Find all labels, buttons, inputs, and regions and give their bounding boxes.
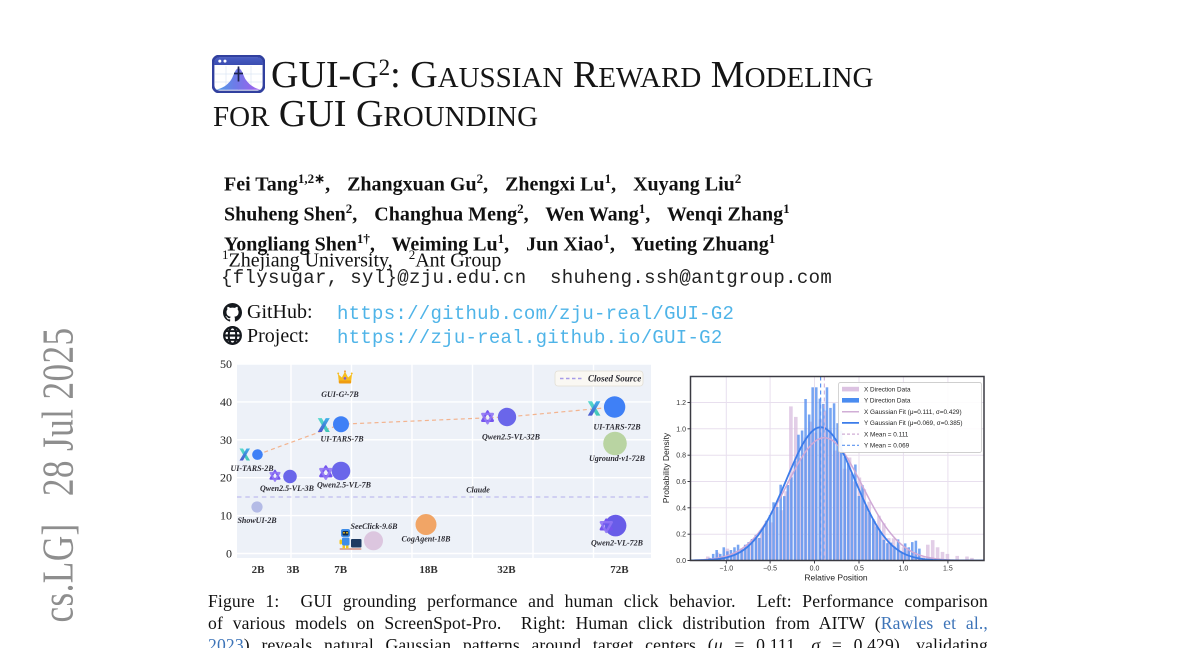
svg-text:0.6: 0.6 <box>676 479 686 486</box>
svg-text:0.8: 0.8 <box>676 453 686 460</box>
svg-text:−1.0: −1.0 <box>719 566 733 573</box>
svg-text:0.4: 0.4 <box>676 505 686 512</box>
svg-text:32B: 32B <box>497 564 516 576</box>
svg-text:0.0: 0.0 <box>676 558 686 565</box>
svg-text:1.0: 1.0 <box>899 566 909 573</box>
svg-text:0.0: 0.0 <box>810 566 820 573</box>
svg-text:Y Gaussian Fit (μ=0.069, σ=0.3: Y Gaussian Fit (μ=0.069, σ=0.385) <box>864 420 962 427</box>
svg-text:Relative Position: Relative Position <box>804 573 868 583</box>
svg-text:X Direction Data: X Direction Data <box>864 387 911 394</box>
svg-text:3B: 3B <box>287 564 301 576</box>
svg-text:UI-TARS-7B: UI-TARS-7B <box>320 435 364 444</box>
svg-text:18B: 18B <box>419 564 438 576</box>
svg-text:Y Mean = 0.069: Y Mean = 0.069 <box>864 443 910 450</box>
svg-text:20: 20 <box>220 471 232 485</box>
svg-text:UI-TARS-2B: UI-TARS-2B <box>230 464 274 473</box>
svg-text:Qwen2-VL-72B: Qwen2-VL-72B <box>591 539 644 548</box>
svg-text:72B: 72B <box>610 564 629 576</box>
svg-text:1.5: 1.5 <box>943 566 953 573</box>
svg-text:Qwen2.5-VL-32B: Qwen2.5-VL-32B <box>482 432 541 441</box>
svg-text:SeeClick-9.6B: SeeClick-9.6B <box>351 522 399 531</box>
svg-text:Qwen2.5-VL-7B: Qwen2.5-VL-7B <box>317 480 372 489</box>
svg-text:CogAgent-18B: CogAgent-18B <box>402 535 452 544</box>
svg-text:X Mean = 0.111: X Mean = 0.111 <box>864 431 909 438</box>
svg-text:0.5: 0.5 <box>854 566 864 573</box>
svg-text:Uground-v1-72B: Uground-v1-72B <box>589 454 646 463</box>
svg-text:Qwen2.5-VL-3B: Qwen2.5-VL-3B <box>260 484 315 493</box>
svg-text:−0.5: −0.5 <box>763 566 777 573</box>
svg-text:X Gaussian Fit (μ=0.111, σ=0.4: X Gaussian Fit (μ=0.111, σ=0.429) <box>864 409 962 416</box>
svg-text:0: 0 <box>226 547 232 561</box>
svg-text:Probability Density: Probability Density <box>661 432 671 503</box>
svg-text:0.2: 0.2 <box>676 532 686 539</box>
svg-text:Claude: Claude <box>466 486 490 495</box>
svg-text:1.0: 1.0 <box>676 426 686 433</box>
svg-text:1.2: 1.2 <box>676 400 686 407</box>
svg-text:10: 10 <box>220 509 232 523</box>
svg-text:GUI-G²-7B: GUI-G²-7B <box>321 390 359 399</box>
svg-text:30: 30 <box>220 433 232 447</box>
svg-text:40: 40 <box>220 395 232 409</box>
svg-text:7B: 7B <box>334 564 348 576</box>
svg-text:Y Direction Data: Y Direction Data <box>864 398 911 405</box>
svg-text:ShowUI-2B: ShowUI-2B <box>237 516 277 525</box>
svg-text:50: 50 <box>220 357 232 371</box>
svg-text:2B: 2B <box>252 564 266 576</box>
svg-text:Closed Source: Closed Source <box>588 374 641 384</box>
svg-text:UI-TARS-72B: UI-TARS-72B <box>593 422 641 431</box>
